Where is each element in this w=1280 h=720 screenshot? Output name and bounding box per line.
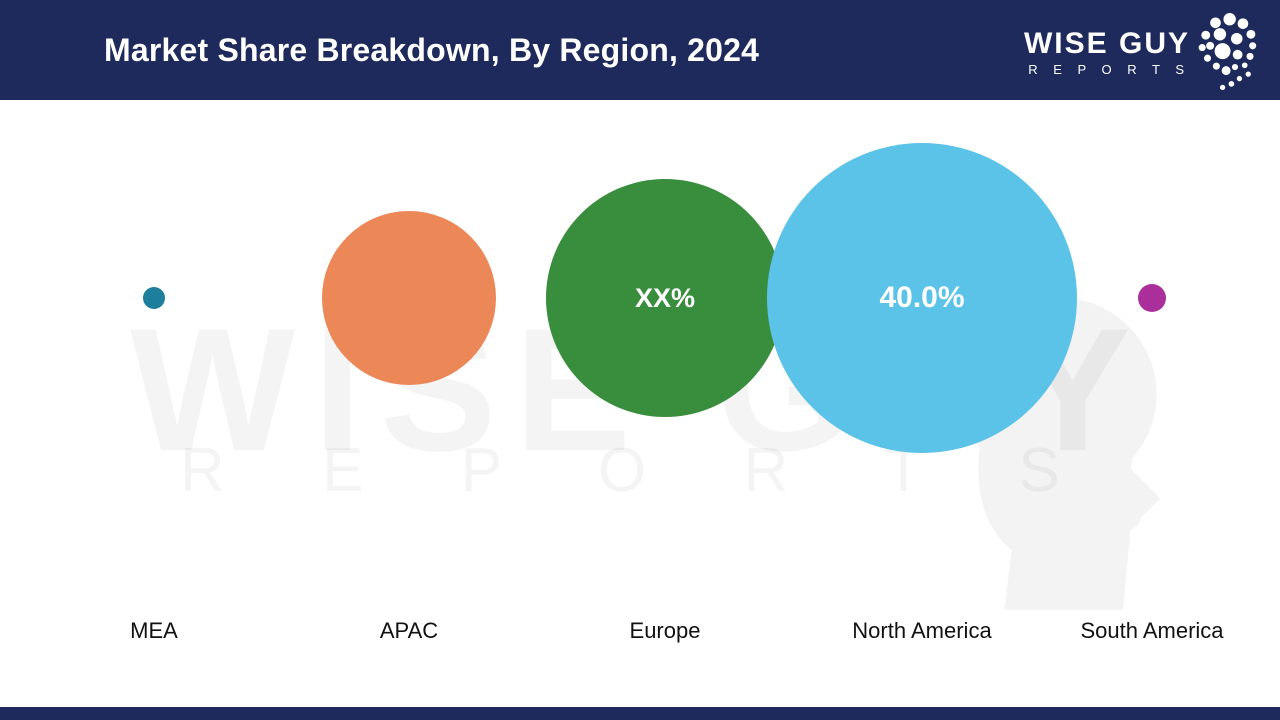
bubble-europe-value: XX% bbox=[634, 282, 696, 313]
bubble-chart: WISE GUY R E P O R T S XX% 40.0% MEA APA… bbox=[0, 100, 1280, 708]
wiseguy-logo-subtitle: R E P O R T S bbox=[1028, 62, 1190, 77]
category-label-north-america: North America bbox=[852, 618, 992, 643]
bubble-apac bbox=[322, 211, 496, 385]
bubble-mea bbox=[143, 287, 165, 309]
bubble-north-america-value: 40.0% bbox=[879, 281, 965, 314]
category-label-south-america: South America bbox=[1080, 618, 1224, 643]
bubble-north-america: 40.0% bbox=[767, 143, 1077, 453]
wiseguy-logo-name: WISE GUY bbox=[1023, 27, 1190, 60]
page-title: Market Share Breakdown, By Region, 2024 bbox=[104, 31, 760, 68]
category-label-europe: Europe bbox=[629, 618, 701, 643]
wiseguy-logo: WISE GUY R E P O R T S bbox=[1024, 10, 1258, 94]
bubble-south-america bbox=[1138, 284, 1166, 312]
wiseguy-head-icon bbox=[1198, 13, 1257, 91]
footer-bar bbox=[0, 707, 1280, 720]
header: Market Share Breakdown, By Region, 2024 … bbox=[0, 0, 1280, 100]
bubble-europe: XX% bbox=[546, 179, 784, 417]
category-label-mea: MEA bbox=[130, 618, 178, 643]
category-label-apac: APAC bbox=[379, 618, 439, 643]
wiseguy-logo-text: WISE GUY R E P O R T S bbox=[1024, 27, 1190, 77]
